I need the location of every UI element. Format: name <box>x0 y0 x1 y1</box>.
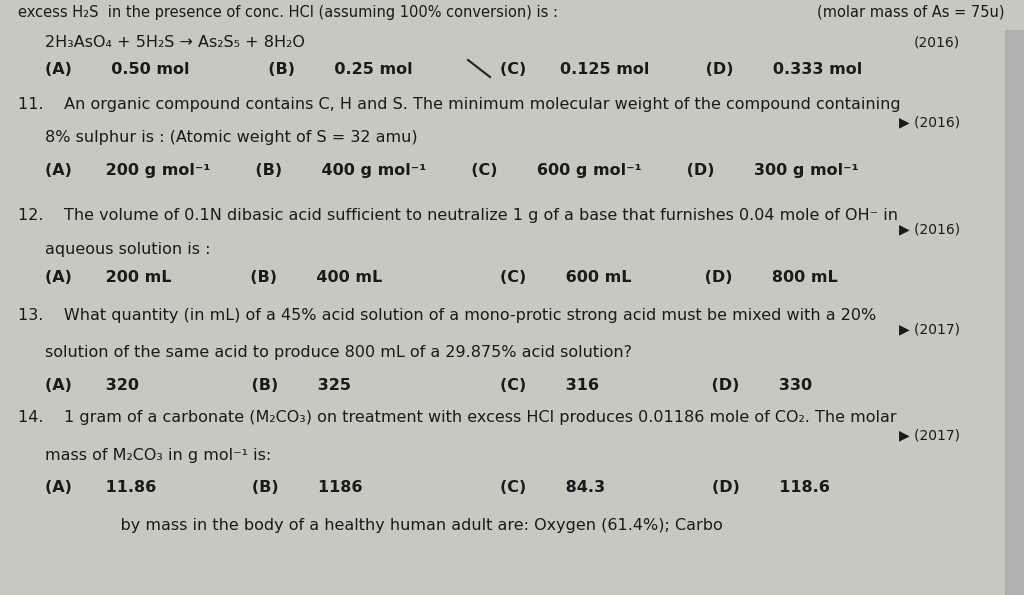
Text: (C)       600 mL             (D)       800 mL: (C) 600 mL (D) 800 mL <box>500 270 838 285</box>
Text: (C)      0.125 mol          (D)       0.333 mol: (C) 0.125 mol (D) 0.333 mol <box>500 62 862 77</box>
Text: 12.    The volume of 0.1N dibasic acid sufficient to neutralize 1 g of a base th: 12. The volume of 0.1N dibasic acid suff… <box>18 208 898 223</box>
Text: 11.    An organic compound contains C, H and S. The minimum molecular weight of : 11. An organic compound contains C, H an… <box>18 97 901 112</box>
Text: 8% sulphur is : (Atomic weight of S = 32 amu): 8% sulphur is : (Atomic weight of S = 32… <box>45 130 418 145</box>
Text: solution of the same acid to produce 800 mL of a 29.875% acid solution?: solution of the same acid to produce 800… <box>45 345 632 360</box>
Text: ▶ (2017): ▶ (2017) <box>899 322 961 336</box>
Text: excess H₂S  in the presence of conc. HCl (assuming 100% conversion) is :        : excess H₂S in the presence of conc. HCl … <box>18 5 1005 20</box>
Text: by mass in the body of a healthy human adult are: Oxygen (61.4%); Carbo: by mass in the body of a healthy human a… <box>18 518 723 533</box>
Text: mass of M₂CO₃ in g mol⁻¹ is:: mass of M₂CO₃ in g mol⁻¹ is: <box>45 448 271 463</box>
Text: 2H₃AsO₄ + 5H₂S → As₂S₅ + 8H₂O: 2H₃AsO₄ + 5H₂S → As₂S₅ + 8H₂O <box>45 35 305 50</box>
Text: aqueous solution is :: aqueous solution is : <box>45 242 211 257</box>
Text: (A)      11.86                 (B)       1186: (A) 11.86 (B) 1186 <box>45 480 362 495</box>
Text: (A)      320                    (B)       325: (A) 320 (B) 325 <box>45 378 351 393</box>
Text: ▶ (2017): ▶ (2017) <box>899 428 961 442</box>
Text: ▶ (2016): ▶ (2016) <box>899 222 961 236</box>
Text: (A)      200 g mol⁻¹        (B)       400 g mol⁻¹        (C)       600 g mol⁻¹  : (A) 200 g mol⁻¹ (B) 400 g mol⁻¹ (C) 600 … <box>45 163 859 178</box>
Text: (A)      200 mL              (B)       400 mL: (A) 200 mL (B) 400 mL <box>45 270 382 285</box>
Bar <box>1005 30 1024 595</box>
Text: (2016): (2016) <box>913 35 961 49</box>
Text: 14.    1 gram of a carbonate (M₂CO₃) on treatment with excess HCl produces 0.011: 14. 1 gram of a carbonate (M₂CO₃) on tre… <box>18 410 897 425</box>
Text: ▶ (2016): ▶ (2016) <box>899 115 961 129</box>
Text: (C)       316                    (D)       330: (C) 316 (D) 330 <box>500 378 812 393</box>
Text: (A)       0.50 mol              (B)       0.25 mol: (A) 0.50 mol (B) 0.25 mol <box>45 62 413 77</box>
Text: (C)       84.3                   (D)       118.6: (C) 84.3 (D) 118.6 <box>500 480 829 495</box>
Text: 13.    What quantity (in mL) of a 45% acid solution of a mono-protic strong acid: 13. What quantity (in mL) of a 45% acid … <box>18 308 877 323</box>
